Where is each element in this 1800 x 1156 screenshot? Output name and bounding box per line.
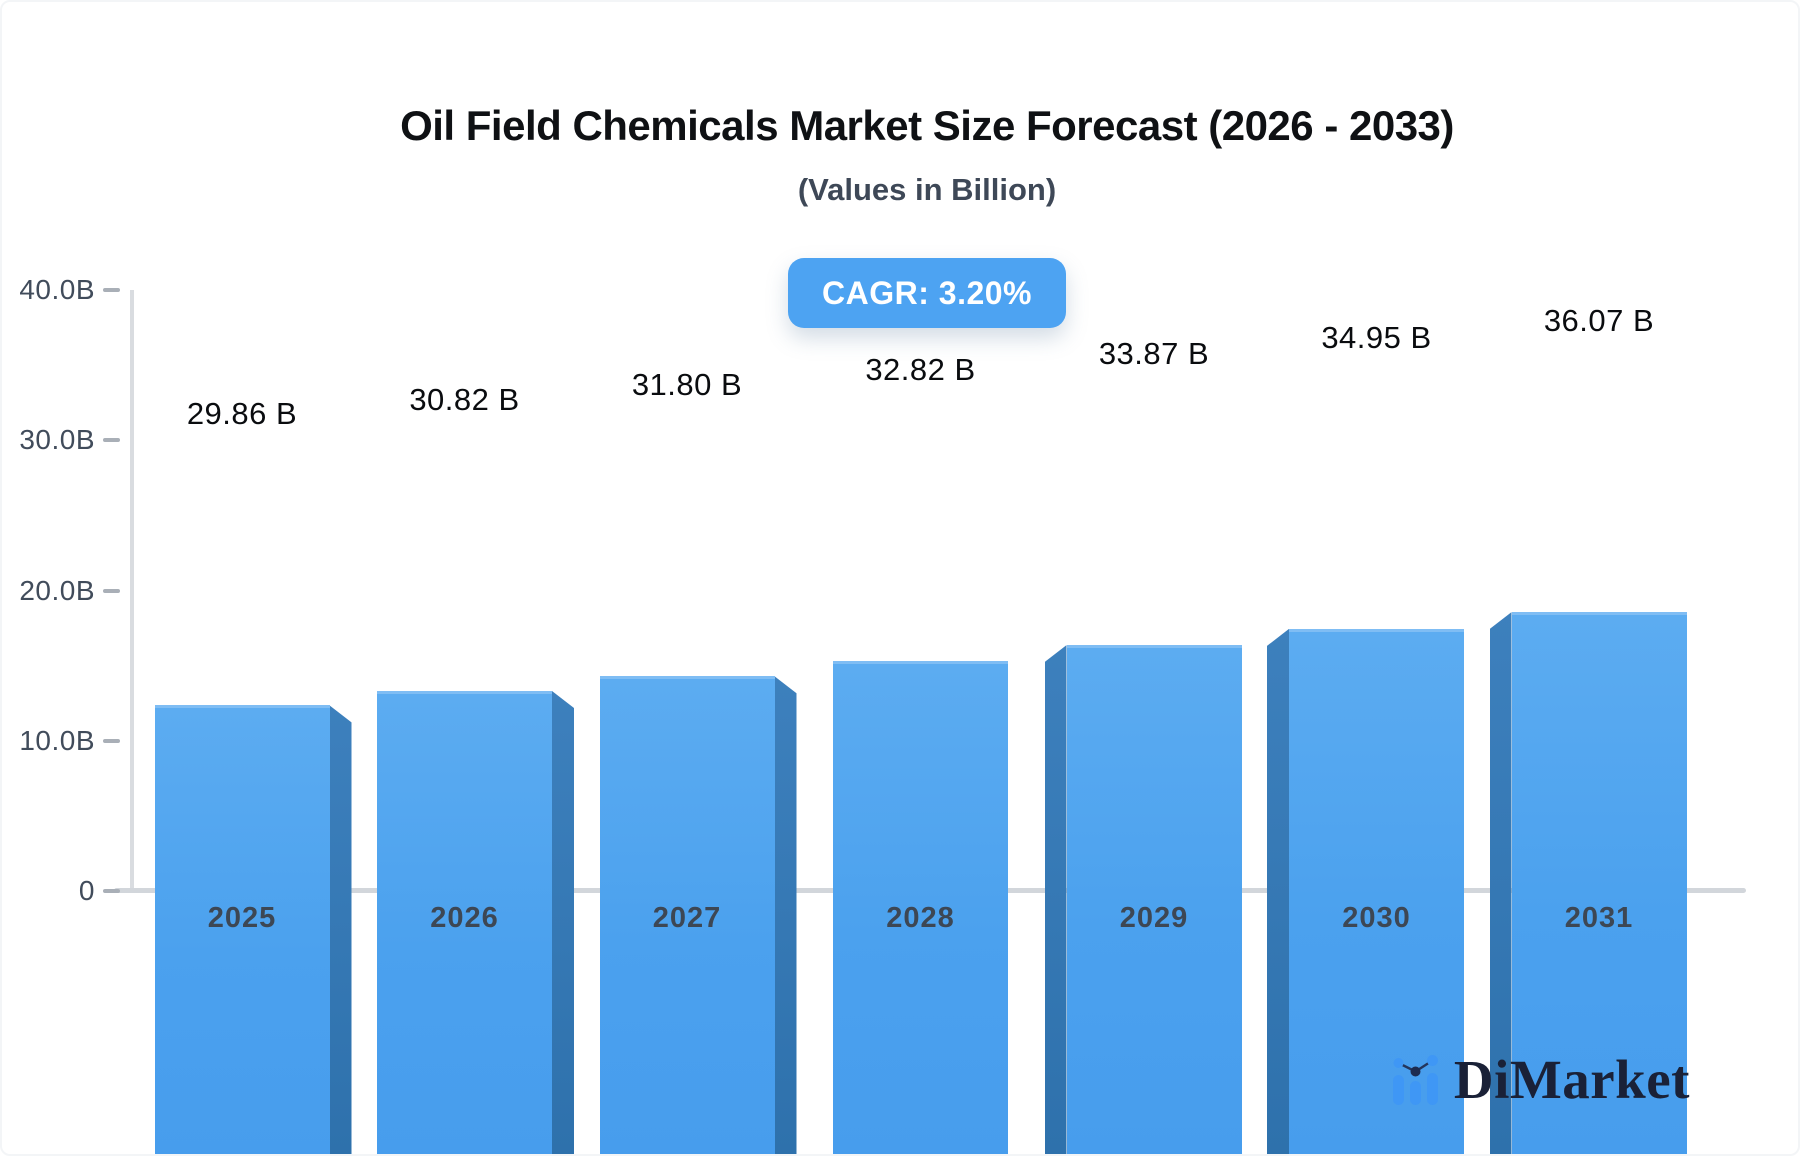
bar-2028 xyxy=(833,660,1008,1154)
y-axis-line xyxy=(130,290,134,892)
x-tick-label: 2027 xyxy=(652,902,722,934)
bar-value-label: 32.82 B xyxy=(865,351,976,387)
x-tick-label: 2025 xyxy=(207,902,277,934)
chart-title: Oil Field Chemicals Market Size Forecast… xyxy=(400,102,1454,149)
x-tick-label: 2030 xyxy=(1342,902,1411,934)
cagr-badge: CAGR: 3.20% xyxy=(788,258,1066,328)
bar-value-label: 29.86 B xyxy=(186,396,298,432)
chart-subtitle: (Values in Billion) xyxy=(797,172,1057,207)
dimarket-logo: DiMarket xyxy=(1392,1049,1690,1111)
bar-value-label: 30.82 B xyxy=(409,381,520,417)
bar-2030 xyxy=(1289,628,1464,1154)
bar-side-face xyxy=(1044,645,1067,1154)
bar-side-face xyxy=(1267,628,1289,1154)
bar-side-face xyxy=(552,690,574,1154)
bar-side-face xyxy=(1489,612,1512,1154)
bar-value-label: 33.87 B xyxy=(1098,336,1210,372)
y-tick-label: 40.0B xyxy=(19,274,95,305)
x-tick-label: 2029 xyxy=(1119,902,1189,934)
bar-value-label: 34.95 B xyxy=(1321,319,1432,355)
bar-2027 xyxy=(599,676,775,1154)
bar-value-label: 36.07 B xyxy=(1543,303,1655,339)
bar-2031 xyxy=(1511,612,1687,1154)
y-tick-label: 20.0B xyxy=(19,574,95,606)
x-tick-label: 2028 xyxy=(886,902,955,934)
bar-value-label: 31.80 B xyxy=(631,367,743,403)
logo-wordmark: DiMarket xyxy=(1453,1049,1690,1111)
y-tick-mark xyxy=(103,889,120,893)
y-tick-label: 10.0B xyxy=(19,724,95,756)
x-tick-label: 2026 xyxy=(430,902,499,934)
y-tick-label: 30.0B xyxy=(19,424,95,456)
bar-line-chart-icon xyxy=(1392,1055,1438,1105)
bar-2029 xyxy=(1066,645,1242,1154)
bar-side-face xyxy=(329,705,352,1154)
y-tick-mark xyxy=(103,288,120,292)
y-tick-mark xyxy=(103,438,120,443)
bar-2025 xyxy=(154,705,330,1154)
y-tick-mark xyxy=(103,738,120,743)
bar-2026 xyxy=(377,690,552,1154)
y-tick-mark xyxy=(103,588,120,593)
bar-side-face xyxy=(774,676,797,1154)
y-tick-label: 0 xyxy=(78,875,95,906)
x-tick-label: 2031 xyxy=(1564,902,1634,934)
